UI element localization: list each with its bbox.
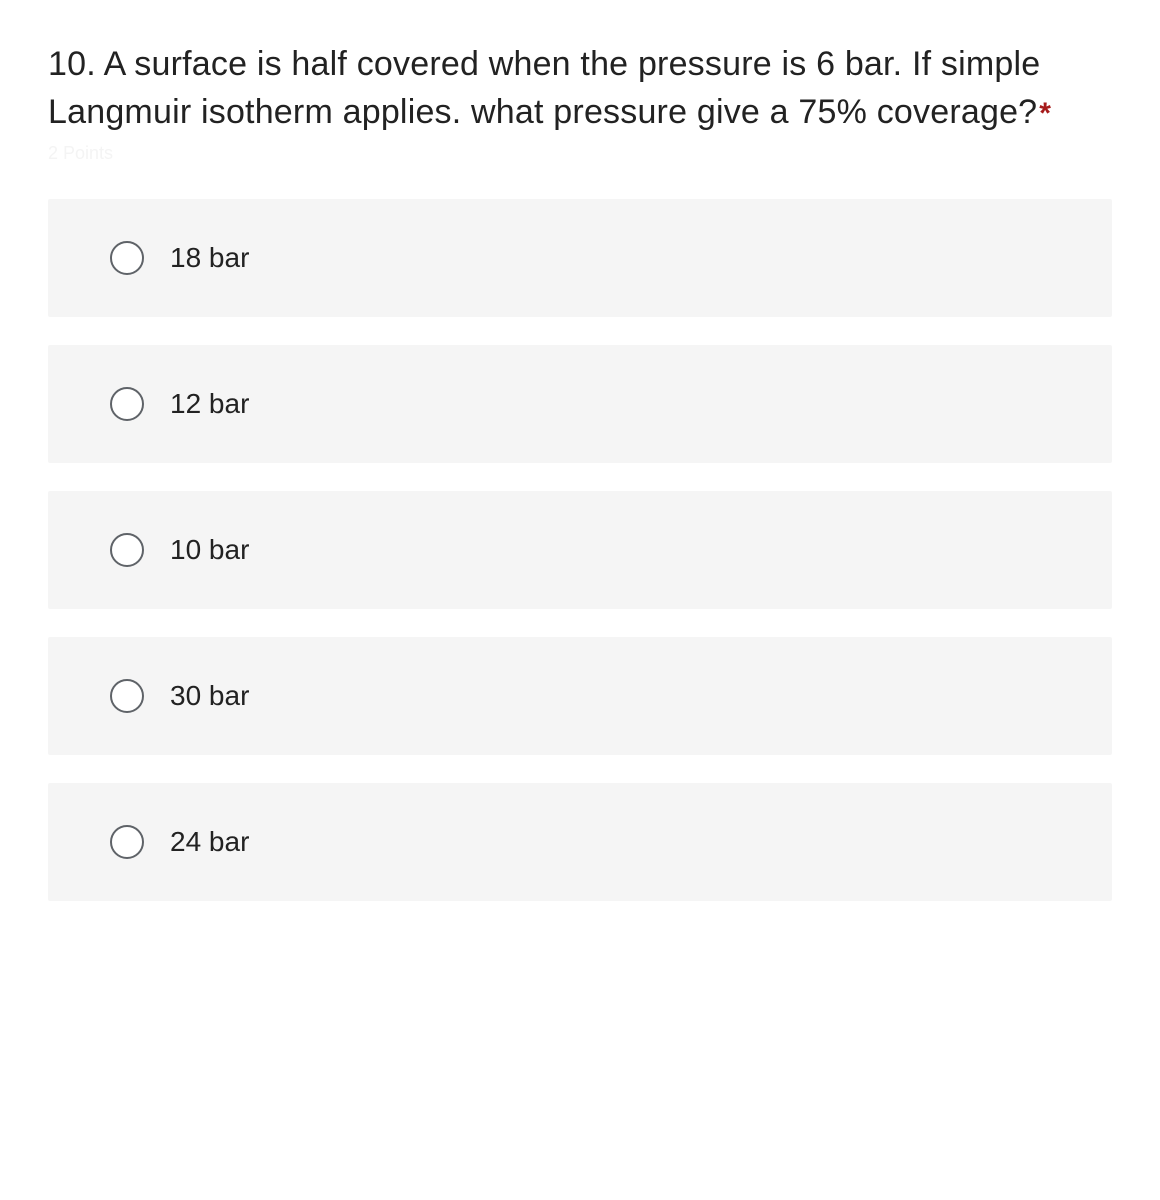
radio-button-1[interactable]: [110, 387, 144, 421]
option-label-2: 10 bar: [170, 534, 249, 566]
option-label-1: 12 bar: [170, 388, 249, 420]
question-body: A surface is half covered when the press…: [48, 45, 1040, 131]
option-row-4[interactable]: 24 bar: [48, 783, 1112, 901]
points-label: 2 Points: [48, 143, 1112, 169]
radio-button-2[interactable]: [110, 533, 144, 567]
option-row-0[interactable]: 18 bar: [48, 199, 1112, 317]
option-label-4: 24 bar: [170, 826, 249, 858]
option-label-0: 18 bar: [170, 242, 249, 274]
option-row-3[interactable]: 30 bar: [48, 637, 1112, 755]
form-question-page: 10. A surface is half covered when the p…: [0, 0, 1160, 1200]
question-number: 10: [48, 45, 86, 83]
required-asterisk-icon: *: [1039, 97, 1051, 130]
radio-button-3[interactable]: [110, 679, 144, 713]
options-list: 18 bar 12 bar 10 bar 30 bar 24 bar: [48, 199, 1112, 901]
radio-button-0[interactable]: [110, 241, 144, 275]
option-row-1[interactable]: 12 bar: [48, 345, 1112, 463]
radio-button-4[interactable]: [110, 825, 144, 859]
question-text-block: 10. A surface is half covered when the p…: [48, 40, 1112, 137]
option-row-2[interactable]: 10 bar: [48, 491, 1112, 609]
option-label-3: 30 bar: [170, 680, 249, 712]
